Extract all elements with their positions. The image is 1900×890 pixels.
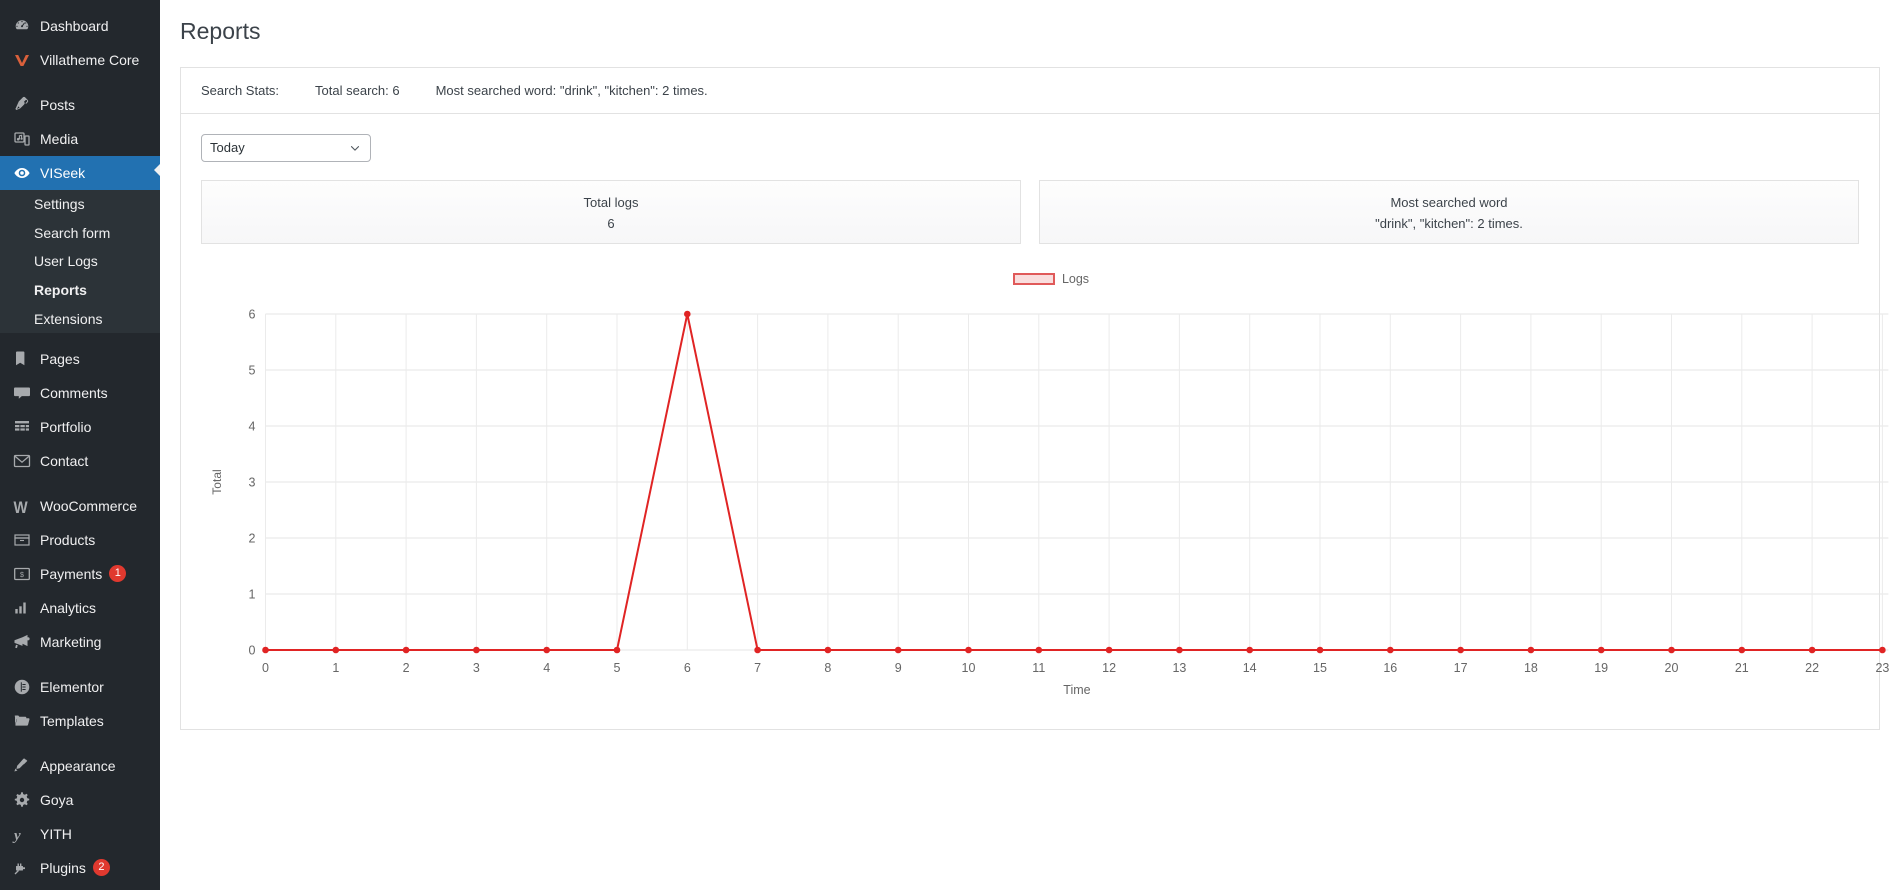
svg-text:15: 15 [1313,661,1327,675]
svg-text:6: 6 [684,661,691,675]
svg-text:y: y [12,828,21,844]
svg-text:3: 3 [249,475,256,489]
svg-text:1: 1 [332,661,339,675]
svg-text:5: 5 [249,363,256,377]
svg-text:9: 9 [895,661,902,675]
svg-text:Total: Total [210,469,224,494]
svg-text:13: 13 [1172,661,1186,675]
svg-text:7: 7 [754,661,761,675]
svg-text:21: 21 [1735,661,1749,675]
svg-text:2: 2 [403,661,410,675]
svg-text:17: 17 [1454,661,1468,675]
svg-text:16: 16 [1383,661,1397,675]
svg-text:19: 19 [1594,661,1608,675]
svg-text:W: W [14,499,28,516]
svg-text:2: 2 [249,531,256,545]
svg-text:14: 14 [1243,661,1257,675]
svg-text:23: 23 [1875,661,1889,675]
svg-text:1: 1 [249,587,256,601]
svg-text:11: 11 [1032,661,1045,675]
svg-text:Time: Time [1063,683,1090,697]
svg-text:22: 22 [1805,661,1819,675]
svg-text:0: 0 [249,643,256,657]
svg-text:20: 20 [1665,661,1679,675]
svg-text:$: $ [20,572,24,579]
svg-text:18: 18 [1524,661,1538,675]
svg-text:4: 4 [543,661,550,675]
svg-text:0: 0 [262,661,269,675]
svg-text:10: 10 [962,661,976,675]
svg-text:8: 8 [824,661,831,675]
svg-text:5: 5 [614,661,621,675]
svg-text:3: 3 [473,661,480,675]
svg-text:4: 4 [249,419,256,433]
svg-text:12: 12 [1102,661,1116,675]
svg-text:6: 6 [249,307,256,321]
